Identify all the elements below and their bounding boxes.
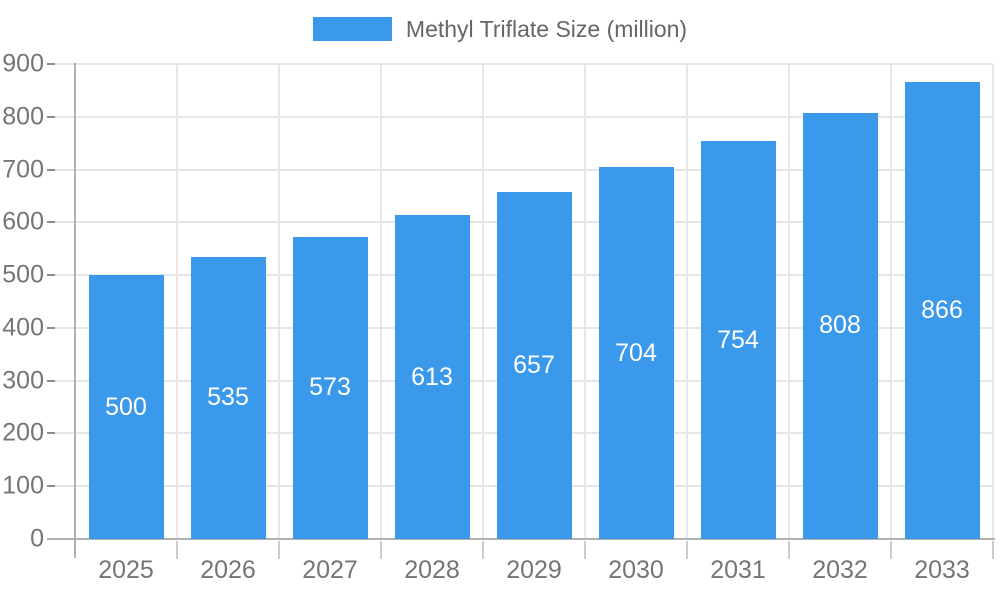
x-gridline — [380, 64, 382, 539]
x-axis-label-2033: 2033 — [914, 556, 970, 584]
bar-2027[interactable]: 573 — [292, 236, 368, 539]
y-tick — [47, 326, 55, 329]
y-axis-label: 900 — [2, 49, 44, 78]
x-boundary-tick — [686, 541, 688, 559]
bar-2033[interactable]: 866 — [904, 81, 980, 539]
bar-value-2033: 866 — [921, 295, 963, 324]
bar-value-2027: 573 — [309, 373, 351, 402]
x-axis-label-2026: 2026 — [200, 556, 256, 584]
y-gridline — [55, 63, 993, 65]
x-gridline — [686, 64, 688, 539]
bar-value-2031: 754 — [717, 325, 759, 354]
x-gridline — [176, 64, 178, 539]
x-axis-label-2027: 2027 — [302, 556, 358, 584]
y-axis-label: 700 — [2, 155, 44, 184]
y-axis-label: 500 — [2, 260, 44, 289]
x-axis-label-2030: 2030 — [608, 556, 664, 584]
legend[interactable]: Methyl Triflate Size (million) — [0, 17, 1000, 41]
x-axis-label-2025: 2025 — [98, 556, 154, 584]
y-axis-line — [74, 63, 76, 558]
x-axis-line — [47, 538, 995, 540]
y-axis-label: 300 — [2, 366, 44, 395]
x-boundary-tick — [788, 541, 790, 559]
x-boundary-tick — [278, 541, 280, 559]
bar-2032[interactable]: 808 — [802, 112, 878, 539]
bar-2031[interactable]: 754 — [700, 141, 776, 539]
y-tick — [47, 432, 55, 435]
y-tick — [47, 274, 55, 277]
x-axis-label-2029: 2029 — [506, 556, 562, 584]
y-axis-label: 200 — [2, 418, 44, 447]
x-axis-label-2031: 2031 — [710, 556, 766, 584]
legend-swatch — [312, 17, 392, 41]
x-boundary-tick — [380, 541, 382, 559]
bar-value-2029: 657 — [513, 351, 555, 380]
x-axis-label-2032: 2032 — [812, 556, 868, 584]
y-axis-label: 800 — [2, 102, 44, 131]
x-gridline — [788, 64, 790, 539]
x-gridline — [482, 64, 484, 539]
y-tick — [47, 485, 55, 488]
bar-value-2032: 808 — [819, 311, 861, 340]
y-axis-label: 100 — [2, 471, 44, 500]
bar-2029[interactable]: 657 — [496, 192, 572, 539]
x-gridline — [992, 64, 994, 539]
x-boundary-tick — [992, 541, 994, 559]
y-tick — [47, 63, 55, 65]
x-gridline — [890, 64, 892, 539]
y-gridline — [55, 115, 993, 118]
y-axis-label: 400 — [2, 313, 44, 342]
bar-2026[interactable]: 535 — [190, 256, 266, 539]
y-tick — [47, 221, 55, 224]
bar-value-2028: 613 — [411, 362, 453, 391]
y-tick — [47, 379, 55, 382]
x-gridline — [584, 64, 586, 539]
y-tick — [47, 168, 55, 171]
x-boundary-tick — [176, 541, 178, 559]
x-boundary-tick — [482, 541, 484, 559]
x-boundary-tick — [584, 541, 586, 559]
y-gridline — [55, 168, 993, 171]
bar-2028[interactable]: 613 — [394, 215, 470, 539]
y-axis-label: 600 — [2, 207, 44, 236]
x-axis-label-2028: 2028 — [404, 556, 460, 584]
x-boundary-tick — [890, 541, 892, 559]
bar-value-2030: 704 — [615, 338, 657, 367]
bar-2030[interactable]: 704 — [598, 167, 674, 539]
y-axis-label: 0 — [30, 524, 44, 553]
x-gridline — [278, 64, 280, 539]
bar-value-2026: 535 — [207, 383, 249, 412]
bar-value-2025: 500 — [105, 392, 147, 421]
y-tick — [47, 115, 55, 118]
legend-label: Methyl Triflate Size (million) — [405, 16, 688, 42]
bar-2025[interactable]: 500 — [88, 275, 164, 539]
